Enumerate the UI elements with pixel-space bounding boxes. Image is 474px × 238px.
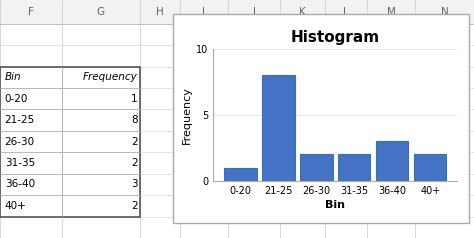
Text: 26-30: 26-30 (5, 137, 35, 147)
Text: 8: 8 (131, 115, 137, 125)
Bar (0, 0, 474, 24)
Text: 2: 2 (131, 201, 137, 211)
Text: I: I (202, 7, 205, 17)
Text: L: L (343, 7, 349, 17)
Text: 3: 3 (131, 179, 137, 189)
Title: Histogram: Histogram (291, 30, 380, 45)
Text: F: F (28, 7, 34, 17)
X-axis label: Bin: Bin (325, 200, 346, 210)
Text: Frequency: Frequency (82, 72, 137, 82)
Bar (300, 154, 332, 181)
Text: J: J (252, 7, 255, 17)
Text: N: N (440, 7, 448, 17)
Bar (376, 141, 409, 181)
Text: 36-40: 36-40 (5, 179, 35, 189)
Bar (224, 168, 256, 181)
Text: 40+: 40+ (5, 201, 27, 211)
Bar (0, 67, 140, 217)
Text: 31-35: 31-35 (5, 158, 35, 168)
Text: 21-25: 21-25 (5, 115, 35, 125)
Text: 2: 2 (131, 158, 137, 168)
Bar (338, 154, 371, 181)
Y-axis label: Frequency: Frequency (182, 86, 192, 144)
Text: H: H (156, 7, 164, 17)
Bar (414, 154, 447, 181)
Text: K: K (299, 7, 306, 17)
Text: 2: 2 (131, 137, 137, 147)
Text: Bin: Bin (5, 72, 21, 82)
Text: G: G (97, 7, 105, 17)
Text: 1: 1 (131, 94, 137, 104)
Bar (173, 14, 469, 223)
Text: M: M (387, 7, 395, 17)
Bar (262, 75, 294, 181)
Text: 0-20: 0-20 (5, 94, 28, 104)
